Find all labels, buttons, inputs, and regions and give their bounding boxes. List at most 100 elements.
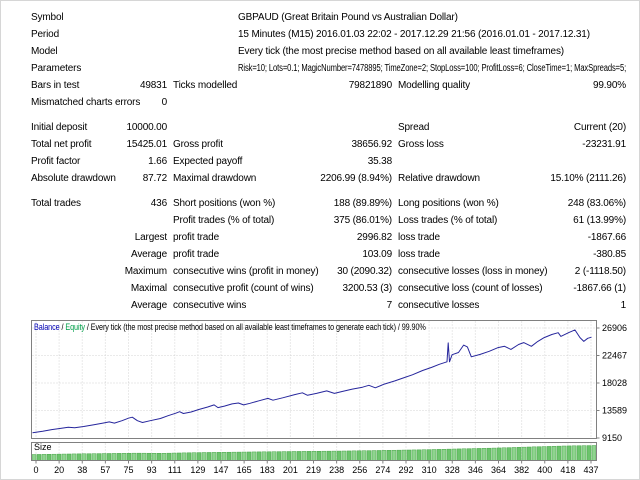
report-cell-label: consecutive wins (profit in money) bbox=[173, 266, 319, 277]
y-axis-label: 18028 bbox=[602, 378, 627, 388]
lot-size-bar bbox=[61, 453, 67, 461]
lot-size-bar bbox=[421, 449, 427, 461]
report-row: Symbol GBPAUD (Great Britain Pound vs Aus… bbox=[1, 9, 639, 26]
lot-size-bar bbox=[586, 445, 592, 461]
report-cell-label: Mismatched charts errors bbox=[31, 97, 141, 108]
lot-size-bar bbox=[166, 452, 172, 461]
report-cell-label: Period bbox=[31, 29, 60, 40]
report-cell-group: profit trade 103.09 bbox=[173, 246, 392, 263]
report-cell-value: 61 (13.99%) bbox=[573, 215, 626, 226]
report-cell-value: -380.85 bbox=[593, 249, 626, 260]
report-cell-group: loss trade -380.85 bbox=[398, 246, 626, 263]
lot-size-bar bbox=[566, 445, 572, 461]
report-row: Maximal consecutive profit (count of wins… bbox=[1, 280, 639, 297]
lot-size-bar bbox=[581, 445, 587, 461]
report-cell-label: consecutive profit (count of wins) bbox=[173, 283, 314, 294]
lot-size-bar bbox=[516, 447, 522, 461]
lot-size-bar bbox=[71, 453, 77, 461]
report-row: Absolute drawdown 87.72 Maximal drawdown 22… bbox=[1, 170, 639, 187]
lot-size-bar bbox=[91, 453, 97, 461]
x-axis-label: 400 bbox=[537, 465, 552, 475]
report-row: Average consecutive wins 7 consecutive loss… bbox=[1, 297, 639, 314]
lot-size-bar bbox=[131, 452, 137, 461]
lot-size-bar bbox=[486, 447, 492, 461]
report-cell-group: Maximal bbox=[31, 280, 167, 297]
lot-size-bar bbox=[401, 449, 407, 461]
report-cell-label: consecutive losses (loss in money) bbox=[398, 266, 548, 277]
report-cell-value: 7 bbox=[386, 300, 393, 311]
report-cell-group: profit trade 2996.82 bbox=[173, 229, 392, 246]
x-axis-label: 219 bbox=[306, 465, 321, 475]
report-cell-label: consecutive wins bbox=[173, 300, 247, 311]
report-cell-group: Short positions (won %) 188 (89.89%) bbox=[173, 195, 392, 212]
report-cell-group: Maximal drawdown 2206.99 (8.94%) bbox=[173, 170, 392, 187]
report-row: Initial deposit 10000.00 Spread Current (20… bbox=[1, 119, 639, 136]
report-cell-label: consecutive loss (count of losses) bbox=[398, 283, 543, 294]
lot-size-bar bbox=[356, 450, 362, 461]
chart-legend: Balance / Equity / Every tick (the most … bbox=[34, 322, 426, 332]
lot-size-bar bbox=[291, 451, 297, 461]
report-cell-value: 2206.99 (8.94%) bbox=[320, 173, 392, 184]
report-section: Symbol GBPAUD (Great Britain Pound vs Aus… bbox=[1, 9, 639, 77]
lot-size-bar bbox=[296, 451, 302, 461]
lot-size-bar bbox=[431, 449, 437, 461]
lot-size-bar bbox=[316, 450, 322, 461]
lot-size-bar bbox=[446, 448, 452, 461]
report-row: Total trades 436 Short positions (won %) 18… bbox=[1, 195, 639, 212]
report-cell-group: Maximum bbox=[31, 263, 167, 280]
report-cell-group: Loss trades (% of total) 61 (13.99%) bbox=[398, 212, 626, 229]
x-axis-label: 418 bbox=[560, 465, 575, 475]
report-cell-value: Largest bbox=[134, 232, 167, 243]
report-cell-value: 188 (89.89%) bbox=[333, 198, 392, 209]
report-row: Total net profit 15425.01 Gross profit 3865… bbox=[1, 136, 639, 153]
report-cell-label: Ticks modelled bbox=[173, 80, 238, 91]
lot-size-bar bbox=[241, 451, 247, 461]
lot-size-bar bbox=[31, 454, 37, 461]
report-row: Period 15 Minutes (M15) 2016.01.03 22:02 … bbox=[1, 26, 639, 43]
report-cell-value: Current (20) bbox=[573, 122, 626, 133]
report-cell-value: 375 (86.01%) bbox=[333, 215, 392, 226]
x-axis-label: 129 bbox=[190, 465, 205, 475]
x-axis-label: 111 bbox=[168, 465, 182, 475]
y-axis-label: 9150 bbox=[602, 433, 622, 443]
report-row: Model Every tick (the most precise method… bbox=[1, 43, 639, 60]
report-cell-value: 38656.92 bbox=[351, 139, 392, 150]
x-axis-label: 183 bbox=[260, 465, 275, 475]
report-cell-label: Expected payoff bbox=[173, 156, 243, 167]
report-cell-group: Absolute drawdown 87.72 bbox=[31, 170, 167, 187]
lot-size-bar bbox=[161, 453, 167, 461]
lot-size-bar bbox=[141, 452, 147, 461]
balance-line bbox=[32, 329, 592, 434]
report-section: Bars in test 49831 Ticks modelled 79821890 M… bbox=[1, 77, 639, 111]
lot-size-bar bbox=[286, 451, 292, 461]
report-cell-group: Gross profit 38656.92 bbox=[173, 136, 392, 153]
lot-size-bar bbox=[276, 451, 282, 461]
lot-size-bar bbox=[491, 447, 497, 461]
x-axis-label: 75 bbox=[123, 465, 133, 475]
report-cell-label: Bars in test bbox=[31, 80, 80, 91]
report-cell-label: Relative drawdown bbox=[398, 173, 480, 184]
lot-size-bar bbox=[396, 449, 402, 461]
size-panel-label: Size bbox=[34, 442, 52, 452]
lot-size-bar bbox=[41, 454, 47, 461]
x-axis-label: 201 bbox=[283, 465, 298, 475]
lot-size-bar bbox=[391, 449, 397, 461]
lot-size-bar bbox=[561, 445, 567, 461]
lot-size-bar bbox=[416, 449, 422, 461]
report-cell-value: Average bbox=[130, 249, 167, 260]
lot-size-bar bbox=[371, 450, 377, 461]
lot-size-bar bbox=[341, 450, 347, 461]
report-cell-value: 3200.53 (3) bbox=[342, 283, 393, 294]
lot-size-bar bbox=[501, 447, 507, 461]
report-cell-label: Spread bbox=[398, 122, 430, 133]
x-axis-label: 256 bbox=[352, 465, 367, 475]
report-cell-value: 30 (2090.32) bbox=[337, 266, 392, 277]
report-cell-value: 1.66 bbox=[148, 156, 167, 167]
lot-size-bar bbox=[281, 451, 287, 461]
report-cell-label: loss trade bbox=[398, 232, 440, 243]
lot-size-bar bbox=[256, 451, 262, 461]
lot-size-bar bbox=[36, 454, 42, 461]
y-axis-label: 26906 bbox=[602, 323, 627, 333]
report-cell-group: Expected payoff 35.38 bbox=[173, 153, 392, 170]
